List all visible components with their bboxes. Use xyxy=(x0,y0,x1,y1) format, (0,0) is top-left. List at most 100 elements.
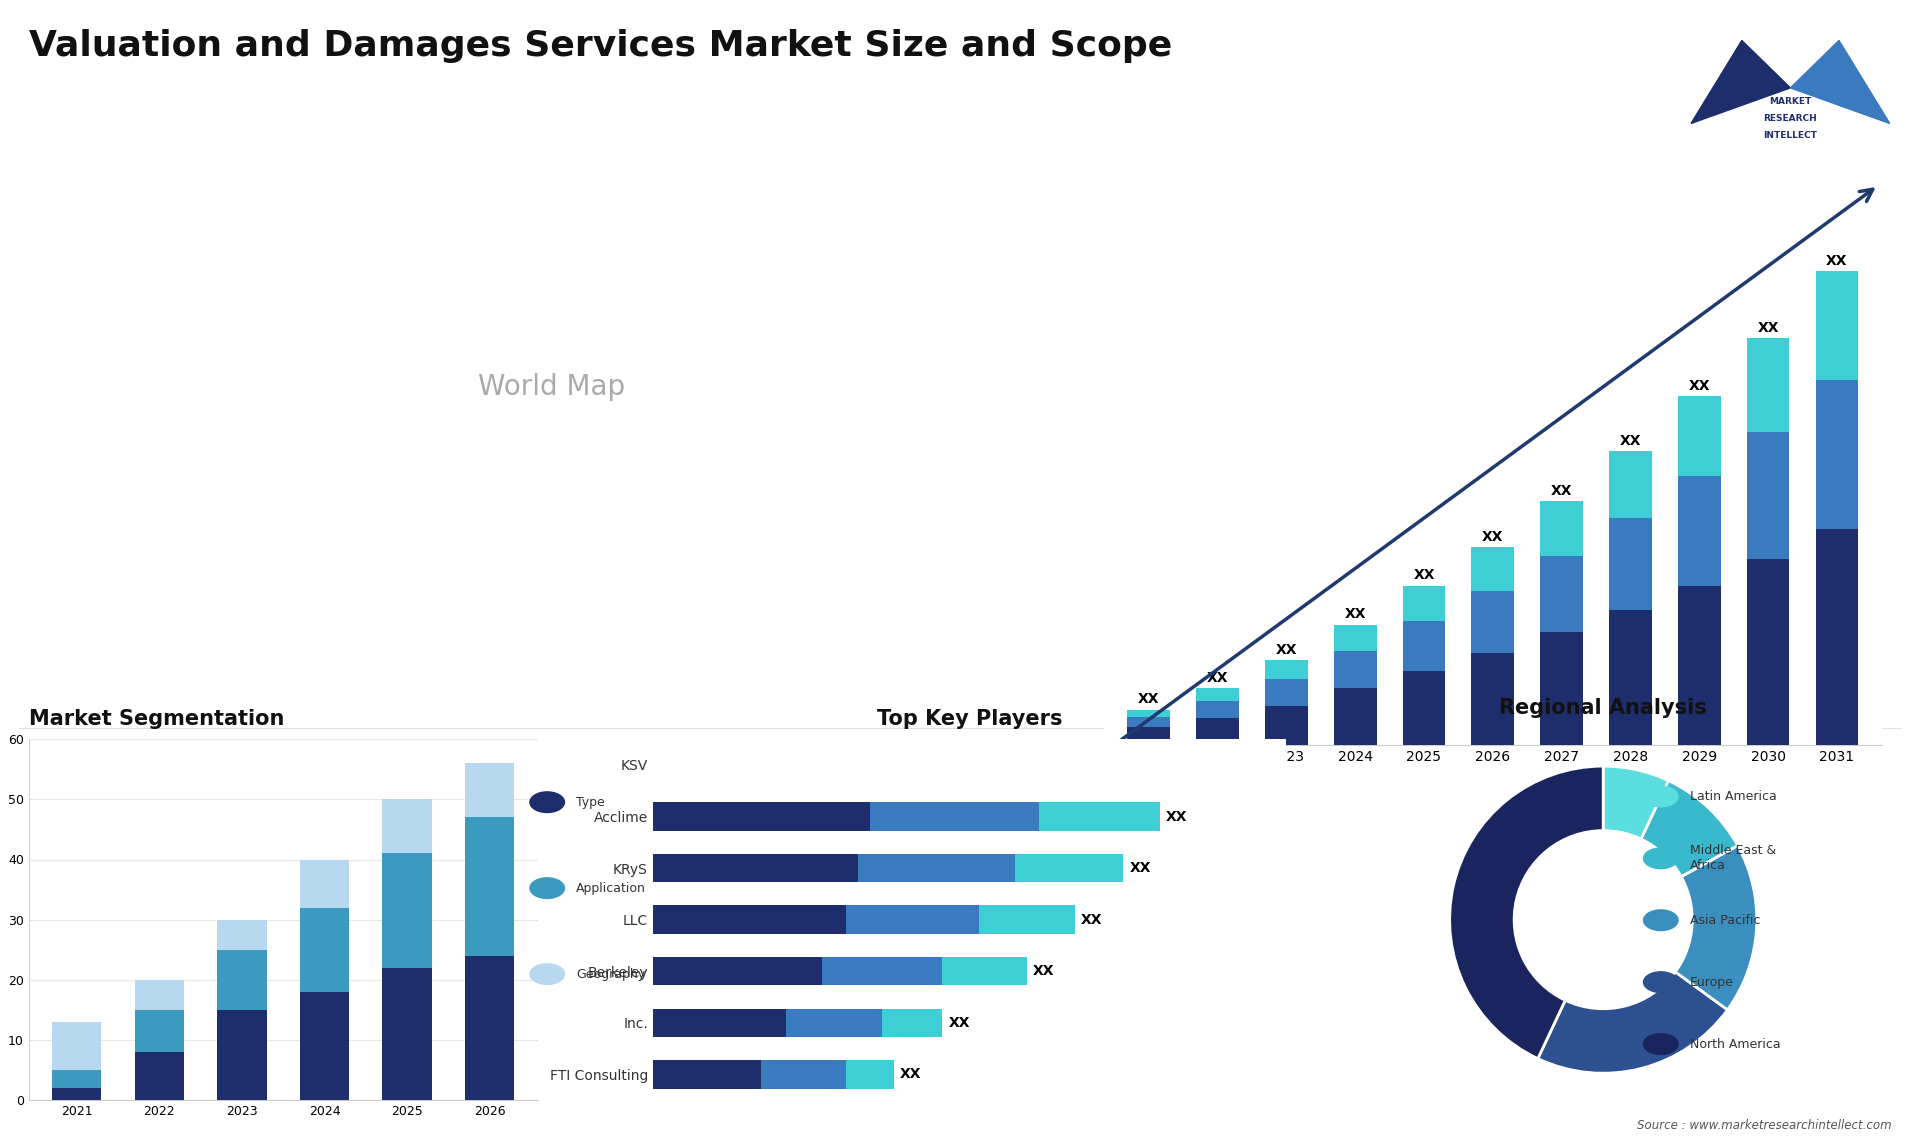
Bar xyxy=(1196,719,1238,745)
Text: North America: North America xyxy=(1690,1037,1780,1051)
Text: INTELLECT: INTELLECT xyxy=(1763,132,1818,141)
Bar xyxy=(1334,689,1377,745)
Text: RESEARCH: RESEARCH xyxy=(1764,115,1816,124)
Bar xyxy=(858,854,1016,882)
Bar xyxy=(134,980,184,1010)
Bar xyxy=(1609,518,1651,611)
Text: XX: XX xyxy=(1033,964,1054,979)
Bar xyxy=(1609,452,1651,518)
Text: XX: XX xyxy=(1413,568,1434,582)
Bar xyxy=(134,1052,184,1100)
Bar xyxy=(943,957,1027,986)
Wedge shape xyxy=(1676,846,1757,1010)
Bar xyxy=(382,800,432,854)
Text: XX: XX xyxy=(1620,434,1642,448)
Text: Latin America: Latin America xyxy=(1690,790,1776,803)
Bar xyxy=(1196,689,1238,700)
Bar xyxy=(847,1060,895,1089)
Bar xyxy=(1404,670,1446,745)
Bar xyxy=(300,860,349,908)
Bar xyxy=(300,991,349,1100)
Bar xyxy=(52,1070,102,1089)
Bar xyxy=(822,957,943,986)
Text: MARKET: MARKET xyxy=(1768,97,1812,107)
Polygon shape xyxy=(1789,40,1889,124)
Bar xyxy=(1540,501,1582,556)
Polygon shape xyxy=(1692,40,1789,124)
Text: Application: Application xyxy=(576,881,645,895)
Wedge shape xyxy=(1603,766,1668,839)
Text: XX: XX xyxy=(1757,321,1778,335)
Bar xyxy=(870,802,1039,831)
Bar xyxy=(653,905,847,934)
Text: World Map: World Map xyxy=(478,372,626,401)
Bar xyxy=(465,817,515,956)
Bar xyxy=(653,957,822,986)
Text: Market Segmentation: Market Segmentation xyxy=(29,709,284,729)
Text: XX: XX xyxy=(1826,253,1847,267)
Bar xyxy=(465,763,515,817)
Text: XX: XX xyxy=(1551,484,1572,497)
Text: XX: XX xyxy=(1139,692,1160,706)
Bar xyxy=(1747,559,1789,745)
Title: Top Key Players: Top Key Players xyxy=(877,709,1062,729)
Title: Regional Analysis: Regional Analysis xyxy=(1500,698,1707,717)
Bar xyxy=(1404,621,1446,670)
Bar xyxy=(1747,338,1789,432)
Bar xyxy=(217,950,267,1010)
Bar xyxy=(881,1008,943,1037)
Text: XX: XX xyxy=(1344,607,1365,621)
Bar xyxy=(1016,854,1123,882)
Bar xyxy=(217,919,267,950)
Wedge shape xyxy=(1538,972,1728,1073)
Wedge shape xyxy=(1450,766,1603,1059)
Bar xyxy=(1334,651,1377,689)
Bar xyxy=(465,956,515,1100)
Bar xyxy=(653,1060,762,1089)
Bar xyxy=(52,1089,102,1100)
Bar xyxy=(382,854,432,967)
Bar xyxy=(1265,660,1308,680)
Text: Source : www.marketresearchintellect.com: Source : www.marketresearchintellect.com xyxy=(1636,1120,1891,1132)
Bar xyxy=(653,1008,785,1037)
Bar xyxy=(1747,432,1789,559)
Bar xyxy=(653,854,858,882)
Text: Valuation and Damages Services Market Size and Scope: Valuation and Damages Services Market Si… xyxy=(29,29,1171,63)
Bar xyxy=(1265,680,1308,706)
Bar xyxy=(1471,653,1515,745)
Bar xyxy=(1540,556,1582,631)
Text: XX: XX xyxy=(900,1067,922,1082)
Text: XX: XX xyxy=(1482,529,1503,543)
Bar xyxy=(1039,802,1160,831)
Text: Europe: Europe xyxy=(1690,975,1734,989)
Bar xyxy=(1471,547,1515,591)
Text: Geography: Geography xyxy=(576,967,645,981)
Bar xyxy=(1471,591,1515,653)
Text: XX: XX xyxy=(1688,379,1711,393)
Text: Middle East &
Africa: Middle East & Africa xyxy=(1690,845,1776,872)
Bar xyxy=(134,1010,184,1052)
Text: Asia Pacific: Asia Pacific xyxy=(1690,913,1761,927)
Bar xyxy=(1196,700,1238,719)
Bar xyxy=(653,802,870,831)
Text: XX: XX xyxy=(1275,643,1298,657)
Bar xyxy=(1816,529,1859,745)
Bar xyxy=(382,967,432,1100)
Bar xyxy=(1678,586,1720,745)
Bar xyxy=(847,905,979,934)
Bar xyxy=(762,1060,847,1089)
Text: XX: XX xyxy=(1081,912,1102,927)
Bar xyxy=(1816,380,1859,529)
Text: XX: XX xyxy=(1208,672,1229,685)
Bar xyxy=(1540,631,1582,745)
Text: XX: XX xyxy=(948,1015,970,1030)
Bar xyxy=(1816,270,1859,380)
Bar xyxy=(217,1010,267,1100)
Bar xyxy=(1127,709,1169,716)
Bar xyxy=(52,1022,102,1070)
Bar xyxy=(1334,625,1377,651)
Bar xyxy=(1265,706,1308,745)
Text: Type: Type xyxy=(576,795,605,809)
Bar xyxy=(979,905,1075,934)
Text: XX: XX xyxy=(1129,861,1150,876)
